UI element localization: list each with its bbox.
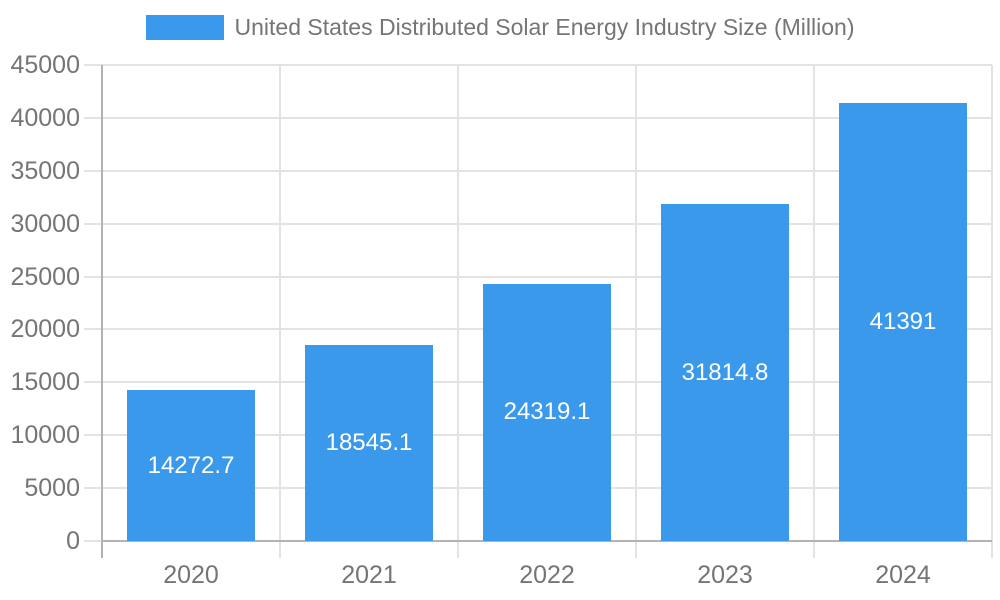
x-axis-line xyxy=(102,540,992,542)
y-gridline xyxy=(102,64,992,66)
x-tick-label: 2023 xyxy=(697,561,753,589)
bar-value-label: 41391 xyxy=(869,308,937,336)
bar[interactable]: 31814.8 xyxy=(661,204,789,541)
bar[interactable]: 41391 xyxy=(839,103,967,541)
chart-legend[interactable]: United States Distributed Solar Energy I… xyxy=(0,14,1000,41)
y-axis-tick xyxy=(84,275,102,278)
v-gridline xyxy=(279,65,281,558)
y-tick-label: 20000 xyxy=(10,315,80,344)
x-tick-label: 2020 xyxy=(163,561,219,589)
bar-value-label: 18545.1 xyxy=(325,428,413,456)
y-axis-tick xyxy=(84,381,102,384)
y-gridline xyxy=(102,169,992,172)
bar[interactable]: 18545.1 xyxy=(305,344,433,541)
y-axis-tick xyxy=(84,487,102,490)
v-gridline xyxy=(813,65,815,558)
bar-value-label: 31814.8 xyxy=(681,358,769,386)
v-gridline xyxy=(457,65,459,558)
bar-value-label: 14272.7 xyxy=(147,451,235,479)
y-gridline xyxy=(102,116,992,119)
x-tick-label: 2022 xyxy=(519,561,575,589)
bar[interactable]: 14272.7 xyxy=(127,390,255,541)
y-tick-label: 25000 xyxy=(10,262,80,291)
legend-label[interactable]: United States Distributed Solar Energy I… xyxy=(234,14,855,40)
y-tick-label: 30000 xyxy=(10,209,80,238)
x-tick-label: 2021 xyxy=(341,561,397,589)
y-tick-label: 35000 xyxy=(10,156,80,185)
y-tick-label: 10000 xyxy=(10,421,80,450)
y-tick-label: 15000 xyxy=(10,368,80,397)
y-tick-label: 40000 xyxy=(10,103,80,132)
y-gridline xyxy=(102,275,992,278)
y-axis-line xyxy=(101,65,103,558)
x-tick-label: 2024 xyxy=(875,561,931,589)
y-axis-tick xyxy=(84,540,102,542)
bar[interactable]: 24319.1 xyxy=(483,283,611,541)
v-gridline xyxy=(635,65,637,558)
v-gridline xyxy=(991,65,993,558)
y-axis-tick xyxy=(84,169,102,172)
bar-value-label: 24319.1 xyxy=(503,398,591,426)
y-axis-tick xyxy=(84,116,102,119)
y-gridline xyxy=(102,222,992,225)
y-tick-label: 0 xyxy=(66,527,80,555)
y-axis-tick xyxy=(84,64,102,66)
y-axis-tick xyxy=(84,328,102,331)
legend-swatch[interactable] xyxy=(145,15,224,40)
y-axis-tick xyxy=(84,434,102,437)
y-tick-label: 5000 xyxy=(24,474,80,503)
y-tick-label: 45000 xyxy=(10,51,80,79)
y-axis-tick xyxy=(84,222,102,225)
